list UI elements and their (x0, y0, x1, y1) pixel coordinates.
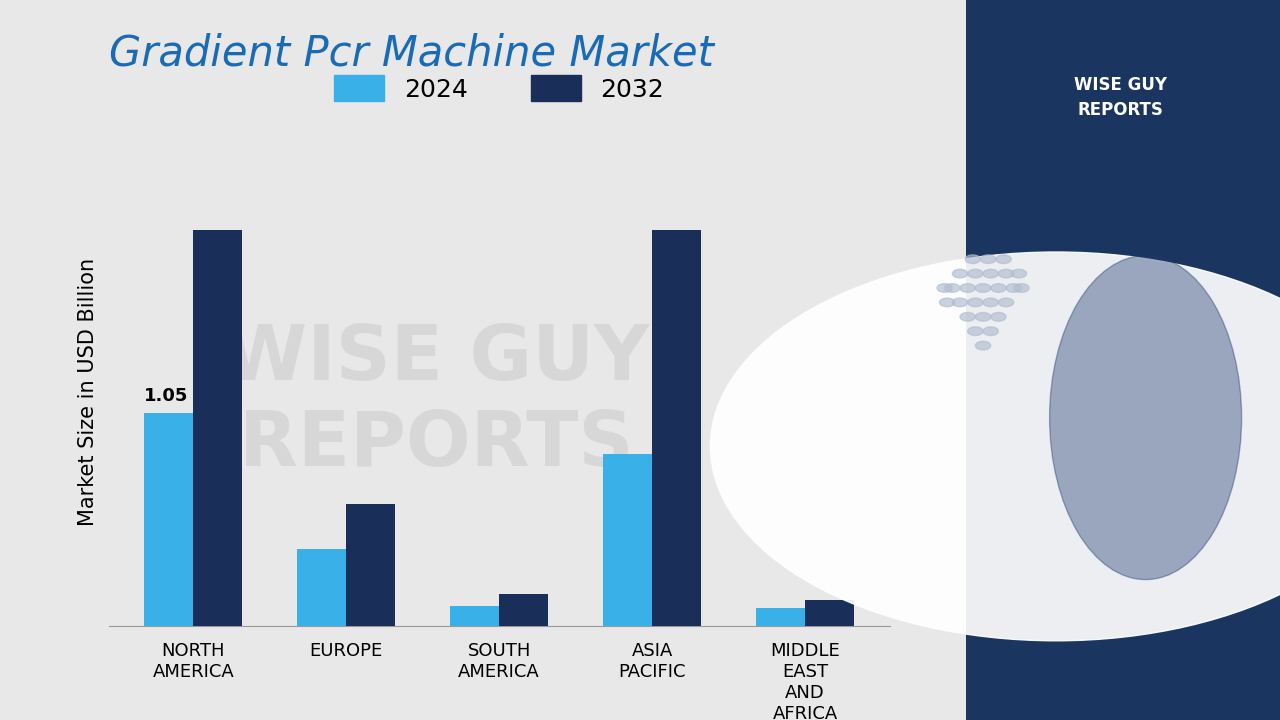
Circle shape (1014, 284, 1029, 292)
Circle shape (998, 269, 1014, 278)
Bar (145, 413, 193, 626)
Legend: 2024, 2032: 2024, 2032 (326, 68, 672, 109)
Circle shape (937, 284, 952, 292)
Ellipse shape (1050, 256, 1242, 580)
Circle shape (991, 312, 1006, 321)
Circle shape (975, 284, 991, 292)
Bar (805, 600, 854, 626)
Circle shape (983, 327, 998, 336)
Bar (499, 594, 548, 626)
Circle shape (968, 269, 983, 278)
Circle shape (940, 298, 955, 307)
Circle shape (965, 255, 980, 264)
Circle shape (983, 298, 998, 307)
Circle shape (945, 284, 960, 292)
Circle shape (952, 298, 968, 307)
Circle shape (1011, 269, 1027, 278)
Bar (346, 505, 396, 626)
Circle shape (952, 269, 968, 278)
Text: WISE GUY
REPORTS: WISE GUY REPORTS (224, 322, 650, 482)
Circle shape (968, 327, 983, 336)
Circle shape (960, 284, 975, 292)
Bar (451, 606, 499, 626)
Bar (653, 230, 701, 626)
Text: 1.05: 1.05 (143, 387, 188, 405)
Circle shape (991, 284, 1006, 292)
Circle shape (998, 298, 1014, 307)
Bar (297, 549, 346, 626)
Circle shape (960, 312, 975, 321)
Circle shape (1006, 284, 1021, 292)
Y-axis label: Market Size in USD Billion: Market Size in USD Billion (78, 258, 97, 526)
Circle shape (968, 298, 983, 307)
Circle shape (710, 252, 1280, 641)
Circle shape (980, 255, 996, 264)
Circle shape (975, 312, 991, 321)
Circle shape (996, 255, 1011, 264)
Bar (193, 230, 242, 626)
Circle shape (983, 269, 998, 278)
Text: WISE GUY
REPORTS: WISE GUY REPORTS (1074, 76, 1166, 119)
Text: Gradient Pcr Machine Market: Gradient Pcr Machine Market (109, 32, 714, 74)
Bar (603, 454, 653, 626)
Bar (756, 608, 805, 626)
Circle shape (975, 341, 991, 350)
